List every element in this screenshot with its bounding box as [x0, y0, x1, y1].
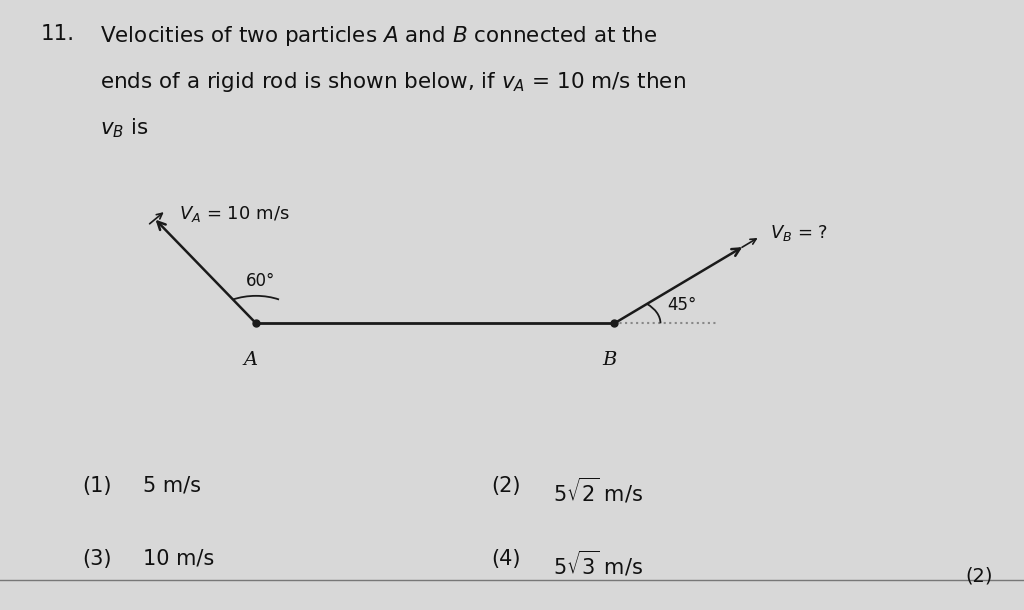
Text: 11.: 11.	[41, 24, 75, 45]
Text: 45°: 45°	[668, 296, 697, 314]
Text: $5\sqrt{3}$ m/s: $5\sqrt{3}$ m/s	[553, 549, 643, 578]
Text: (2): (2)	[492, 476, 521, 496]
Text: $v_B$ is: $v_B$ is	[100, 116, 148, 140]
Text: (1): (1)	[82, 476, 112, 496]
Text: 60°: 60°	[246, 271, 275, 290]
Text: $5\sqrt{2}$ m/s: $5\sqrt{2}$ m/s	[553, 476, 643, 505]
Text: (2): (2)	[966, 567, 993, 586]
Text: $V_A$ = 10 m/s: $V_A$ = 10 m/s	[179, 204, 290, 224]
Text: $V_B$ = ?: $V_B$ = ?	[770, 223, 828, 243]
Text: 10 m/s: 10 m/s	[143, 549, 215, 569]
Text: B: B	[602, 351, 616, 369]
Text: ends of a rigid rod is shown below, if $v_A$ = 10 m/s then: ends of a rigid rod is shown below, if $…	[100, 70, 686, 94]
Text: A: A	[244, 351, 258, 369]
Text: (3): (3)	[82, 549, 112, 569]
Text: Velocities of two particles $A$ and $B$ connected at the: Velocities of two particles $A$ and $B$ …	[100, 24, 657, 48]
Text: (4): (4)	[492, 549, 521, 569]
Text: 5 m/s: 5 m/s	[143, 476, 202, 496]
